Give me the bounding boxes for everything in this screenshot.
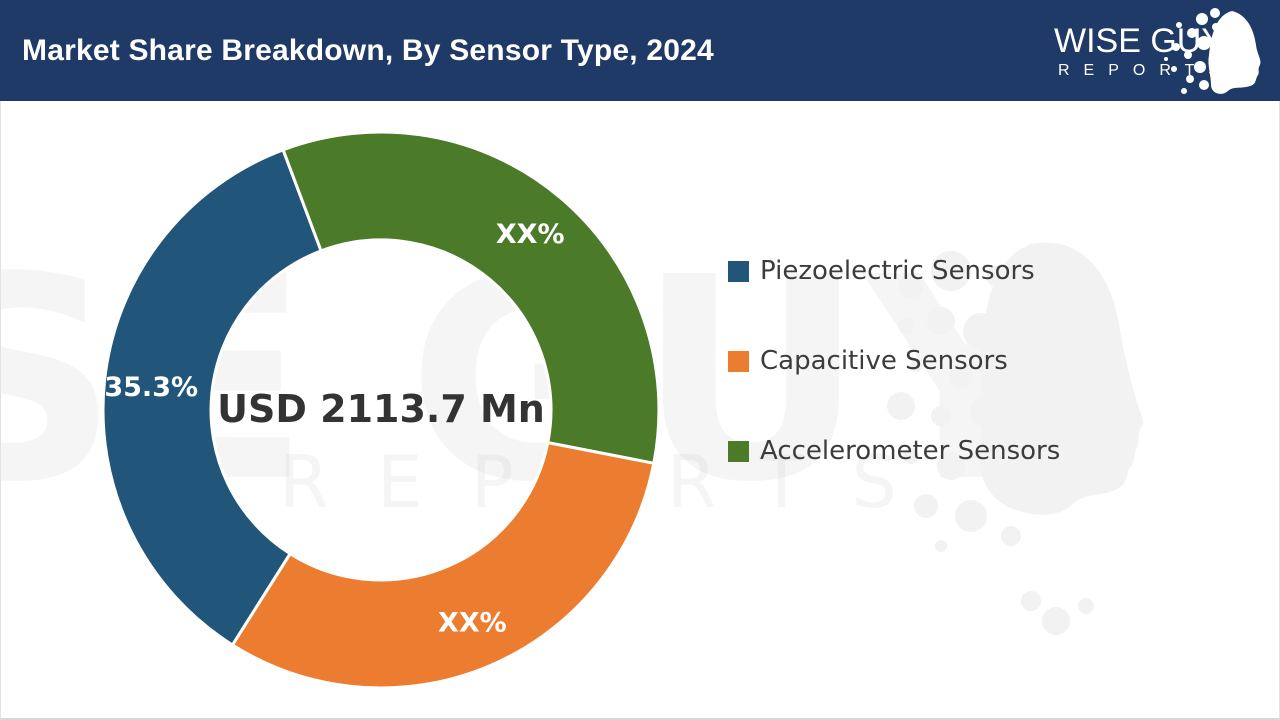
legend-swatch bbox=[728, 350, 749, 372]
brand-subtitle: REPORTS bbox=[1058, 62, 1233, 79]
legend-item: Piezoelectric Sensors bbox=[728, 253, 1060, 289]
slice-label: XX% bbox=[496, 219, 565, 250]
legend-item: Accelerometer Sensors bbox=[728, 433, 1060, 469]
legend-swatch bbox=[728, 260, 749, 282]
slice-label: XX% bbox=[438, 608, 507, 639]
legend-item: Capacitive Sensors bbox=[728, 343, 1060, 379]
wise-guy-face-icon bbox=[1164, 8, 1261, 94]
brand-name: WISE GUY bbox=[1054, 22, 1224, 60]
face-watermark bbox=[887, 242, 1143, 635]
chart-area: WISE GUY REPORTS 35.3%XX%XX% USD 2113.7 … bbox=[0, 101, 1280, 720]
legend-label: Capacitive Sensors bbox=[760, 346, 1008, 376]
donut-slice-capacitive-sensors bbox=[231, 441, 656, 690]
donut-slice-accelerometer-sensors bbox=[281, 130, 661, 465]
legend-label: Piezoelectric Sensors bbox=[760, 256, 1035, 286]
header-bar: Market Share Breakdown, By Sensor Type, … bbox=[0, 0, 1280, 101]
legend-swatch bbox=[728, 440, 749, 462]
donut-chart: 35.3% XX% XX% bbox=[101, 130, 661, 690]
slice-label: 35.3% bbox=[104, 372, 198, 403]
page-title: Market Share Breakdown, By Sensor Type, … bbox=[22, 33, 714, 67]
legend-label: Accelerometer Sensors bbox=[760, 436, 1061, 466]
brand-logo: WISE GUY REPORTS bbox=[1054, 8, 1261, 94]
legend: Piezoelectric Sensors Capacitive Sensors… bbox=[728, 253, 1060, 523]
donut-center-value: USD 2113.7 Mn bbox=[217, 387, 545, 431]
donut-slice-piezoelectric-sensors bbox=[101, 148, 323, 647]
